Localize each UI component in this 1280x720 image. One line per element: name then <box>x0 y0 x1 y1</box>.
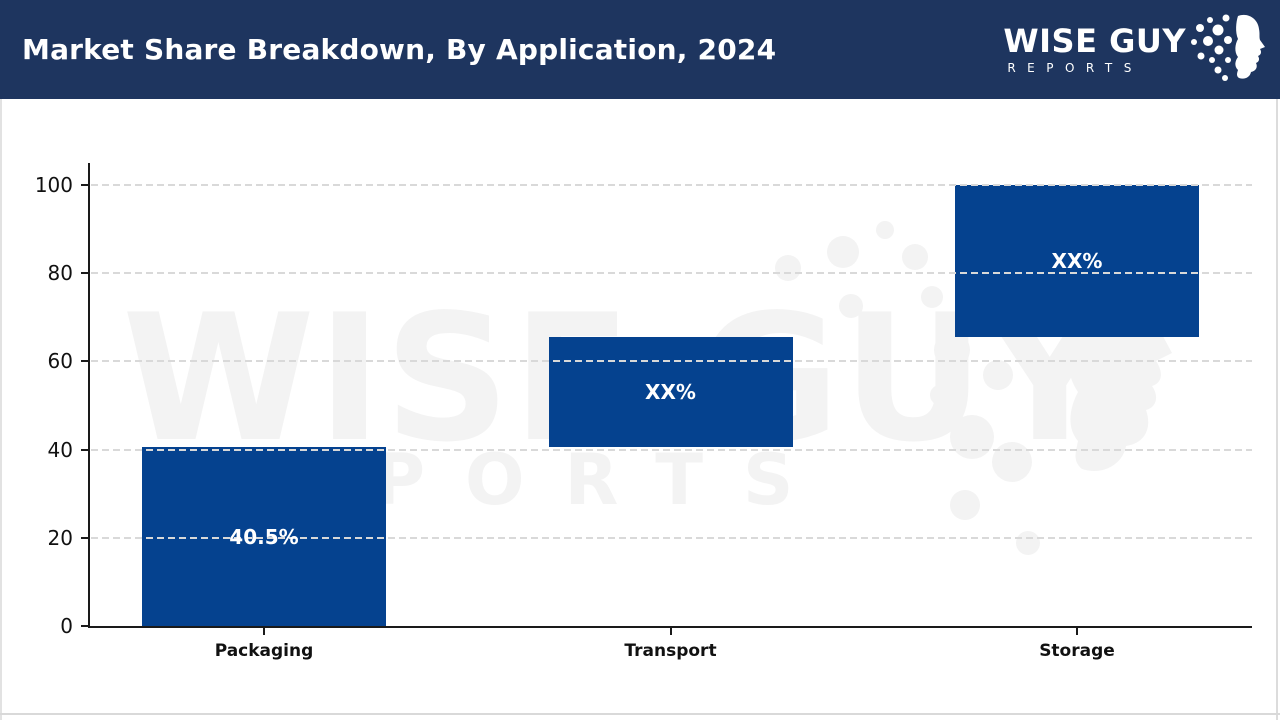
brand-logo: WISE GUY REPORTS <box>1003 12 1266 88</box>
y-axis-tick-label-20: 20 <box>47 525 73 550</box>
frame-border-bottom <box>0 713 1280 715</box>
y-axis-tick-label-40: 40 <box>47 437 73 462</box>
y-axis-tick-label-0: 0 <box>60 614 73 638</box>
y-tick-mark-100 <box>81 184 89 186</box>
bar-storage <box>955 185 1199 338</box>
header-bar: Market Share Breakdown, By Application, … <box>0 0 1280 99</box>
y-gridline-80 <box>91 272 1252 275</box>
bar-value-label-transport: XX% <box>645 380 696 405</box>
y-gridline-40 <box>91 448 1252 451</box>
bar-value-label-storage: XX% <box>1051 249 1103 274</box>
x-tick-mark-storage <box>1076 628 1078 635</box>
brand-logo-text: WISE GUY REPORTS <box>1003 25 1186 75</box>
x-axis-category-label-storage: Storage <box>1039 641 1115 661</box>
y-tick-mark-0 <box>81 625 89 627</box>
y-tick-mark-60 <box>81 360 89 363</box>
frame-border-right <box>1276 99 1278 720</box>
y-axis-spine <box>88 163 90 628</box>
y-tick-mark-40 <box>81 448 89 451</box>
y-gridline-100 <box>91 184 1252 186</box>
brand-logo-line2: REPORTS <box>1007 60 1143 75</box>
bar-transport <box>548 337 793 448</box>
y-axis-tick-label-60: 60 <box>47 349 73 374</box>
brand-logo-face-icon <box>1191 14 1265 81</box>
y-tick-mark-80 <box>81 272 89 275</box>
x-tick-mark-transport <box>669 628 672 635</box>
y-axis-tick-label-100: 100 <box>34 173 73 197</box>
x-axis-category-label-packaging: Packaging <box>214 641 314 661</box>
y-tick-mark-20 <box>81 536 89 539</box>
bar-packaging <box>142 447 386 626</box>
page-title: Market Share Breakdown, By Application, … <box>22 33 777 66</box>
y-gridline-60 <box>91 360 1252 363</box>
x-tick-mark-packaging <box>263 628 265 635</box>
bar-value-label-packaging: 40.5% <box>229 524 299 549</box>
x-axis-category-label-transport: Transport <box>624 641 717 661</box>
y-axis-tick-label-80: 80 <box>47 261 73 286</box>
y-gridline-20 <box>91 536 1252 539</box>
brand-logo-line1: WISE GUY <box>1003 21 1186 60</box>
frame-border-left <box>0 99 2 720</box>
x-axis-spine <box>88 626 1252 628</box>
